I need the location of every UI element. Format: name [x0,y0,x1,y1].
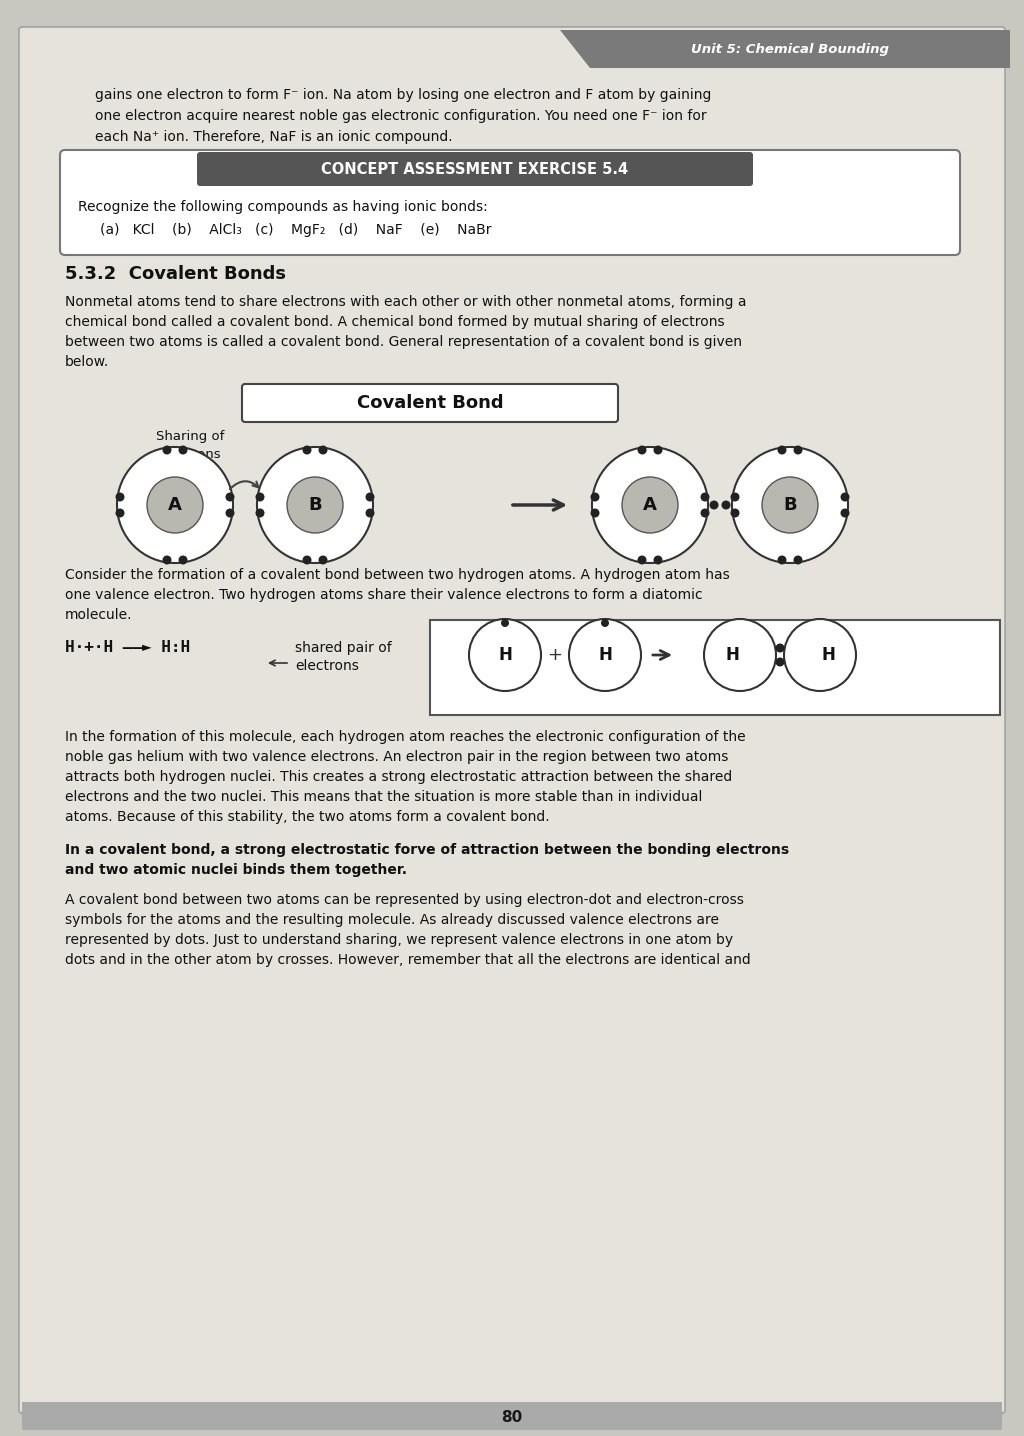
Bar [430,620,1000,715]
Text: one valence electron. Two hydrogen atoms share their valence electrons to form a: one valence electron. Two hydrogen atoms… [65,587,702,602]
Text: Sharing of: Sharing of [156,429,224,442]
Text: dots and in the other atom by crosses. However, remember that all the electrons : dots and in the other atom by crosses. H… [65,954,751,966]
Circle shape [366,508,375,517]
Circle shape [705,619,776,691]
Circle shape [178,445,187,455]
Circle shape [762,477,818,533]
Text: (a)   KCl    (b)    AlCl₃   (c)    MgF₂   (d)    NaF    (e)    NaBr: (a) KCl (b) AlCl₃ (c) MgF₂ (d) NaF (e) N… [100,223,492,237]
Text: electrons: electrons [295,659,358,673]
Circle shape [591,493,599,501]
Text: each Na⁺ ion. Therefore, NaF is an ionic compound.: each Na⁺ ion. Therefore, NaF is an ionic… [95,131,453,144]
Text: chemical bond called a covalent bond. A chemical bond formed by mutual sharing o: chemical bond called a covalent bond. A … [65,314,725,329]
Text: CONCEPT ASSESSMENT EXERCISE 5.4: CONCEPT ASSESSMENT EXERCISE 5.4 [322,161,629,177]
FancyBboxPatch shape [197,152,753,187]
Circle shape [225,493,234,501]
Text: electrons and the two nuclei. This means that the situation is more stable than : electrons and the two nuclei. This means… [65,790,702,804]
Text: one electron acquire nearest noble gas electronic configuration. You need one F⁻: one electron acquire nearest noble gas e… [95,109,707,123]
Text: gains one electron to form F⁻ ion. Na atom by losing one electron and F atom by : gains one electron to form F⁻ ion. Na at… [95,88,712,102]
Text: 5.3.2  Covalent Bonds: 5.3.2 Covalent Bonds [65,266,286,283]
Text: H: H [821,646,835,663]
Circle shape [775,658,784,666]
Text: B: B [783,495,797,514]
Text: +: + [548,646,562,663]
Text: Nonmetal atoms tend to share electrons with each other or with other nonmetal at: Nonmetal atoms tend to share electrons w… [65,294,746,309]
Circle shape [653,445,663,455]
Circle shape [163,556,171,564]
Circle shape [225,508,234,517]
Circle shape [700,508,710,517]
Circle shape [622,477,678,533]
Circle shape [302,556,311,564]
Circle shape [730,508,739,517]
Text: below.: below. [65,355,110,369]
Circle shape [256,508,264,517]
Text: Unit 5: Chemical Bounding: Unit 5: Chemical Bounding [691,43,889,56]
Circle shape [592,447,708,563]
Circle shape [318,556,328,564]
Text: B: B [308,495,322,514]
Circle shape [469,619,541,691]
Circle shape [287,477,343,533]
Circle shape [501,619,509,628]
Circle shape [841,508,850,517]
Text: A covalent bond between two atoms can be represented by using electron-dot and e: A covalent bond between two atoms can be… [65,893,743,908]
Circle shape [318,445,328,455]
Circle shape [638,445,646,455]
Bar [22,1402,1002,1430]
Circle shape [841,493,850,501]
Text: H: H [498,646,512,663]
Text: symbols for the atoms and the resulting molecule. As already discussed valence e: symbols for the atoms and the resulting … [65,913,719,928]
Circle shape [653,556,663,564]
Circle shape [116,493,125,501]
Text: H·+·H ——► H:H: H·+·H ——► H:H [65,639,190,655]
Text: Covalent Bond: Covalent Bond [356,393,504,412]
Text: H: H [598,646,612,663]
Text: In a covalent bond, a strong electrostatic forve of attraction between the bondi: In a covalent bond, a strong electrostat… [65,843,790,857]
Circle shape [732,447,848,563]
Text: and two atomic nuclei binds them together.: and two atomic nuclei binds them togethe… [65,863,407,877]
FancyBboxPatch shape [242,383,618,422]
Circle shape [730,493,739,501]
Circle shape [366,493,375,501]
Text: between two atoms is called a covalent bond. General representation of a covalen: between two atoms is called a covalent b… [65,335,742,349]
Circle shape [710,501,719,510]
Polygon shape [560,30,1010,67]
Circle shape [722,501,730,510]
Text: attracts both hydrogen nuclei. This creates a strong electrostatic attraction be: attracts both hydrogen nuclei. This crea… [65,770,732,784]
Circle shape [601,619,609,628]
Circle shape [569,619,641,691]
Text: Recognize the following compounds as having ionic bonds:: Recognize the following compounds as hav… [78,200,487,214]
Circle shape [147,477,203,533]
Circle shape [257,447,373,563]
Text: 80: 80 [502,1410,522,1426]
Circle shape [178,556,187,564]
Circle shape [163,445,171,455]
Text: noble gas helium with two valence electrons. An electron pair in the region betw: noble gas helium with two valence electr… [65,750,728,764]
Circle shape [794,445,803,455]
Circle shape [638,556,646,564]
Circle shape [777,556,786,564]
Circle shape [794,556,803,564]
Text: Consider the formation of a covalent bond between two hydrogen atoms. A hydrogen: Consider the formation of a covalent bon… [65,569,730,582]
Circle shape [775,643,784,652]
Circle shape [256,493,264,501]
Text: electrons: electrons [159,448,221,461]
Text: A: A [168,495,182,514]
FancyBboxPatch shape [60,149,961,256]
Circle shape [784,619,856,691]
Circle shape [591,508,599,517]
Circle shape [117,447,233,563]
Text: represented by dots. Just to understand sharing, we represent valence electrons : represented by dots. Just to understand … [65,933,733,946]
Text: atoms. Because of this stability, the two atoms form a covalent bond.: atoms. Because of this stability, the tw… [65,810,550,824]
Text: H: H [725,646,739,663]
Circle shape [116,508,125,517]
Text: A: A [643,495,657,514]
Circle shape [302,445,311,455]
Circle shape [777,445,786,455]
Text: molecule.: molecule. [65,607,132,622]
Text: shared pair of: shared pair of [295,640,392,655]
Text: In the formation of this molecule, each hydrogen atom reaches the electronic con: In the formation of this molecule, each … [65,729,745,744]
FancyBboxPatch shape [19,27,1005,1413]
Circle shape [700,493,710,501]
